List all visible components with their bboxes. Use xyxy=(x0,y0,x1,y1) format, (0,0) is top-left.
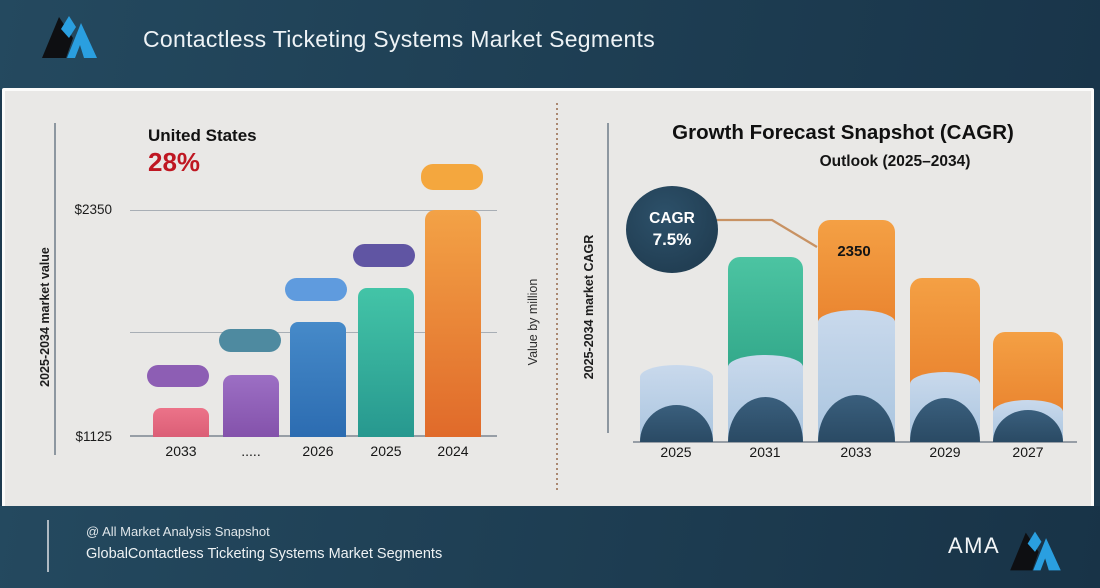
ama-logo-icon xyxy=(1010,531,1061,571)
footer-report-title: GlobalContactless Ticketing Systems Mark… xyxy=(86,546,443,562)
footer-divider xyxy=(47,520,49,572)
cagr-annotation-bubble: CAGR 7.5% xyxy=(626,186,718,273)
cagr-label: CAGR xyxy=(649,210,695,228)
ama-logo-icon xyxy=(42,16,97,58)
right-chart-subtitle: Outlook (2025–2034) xyxy=(819,153,971,170)
footer-band: @ All Market Analysis Snapshot GlobalCon… xyxy=(0,506,1100,588)
left-y-axis xyxy=(54,123,56,455)
footer-snapshot-text: @ All Market Analysis Snapshot xyxy=(86,524,270,539)
header-band: Contactless Ticketing Systems Market Seg… xyxy=(0,0,1100,90)
right-chart-title: Growth Forecast Snapshot (CAGR) xyxy=(672,121,1014,144)
right-y-axis xyxy=(607,123,609,433)
panel-divider xyxy=(556,103,558,492)
cagr-value: 7.5% xyxy=(652,229,692,249)
left-chart-title: United States xyxy=(148,126,257,145)
left-chart-highlight-value: 28% xyxy=(148,147,201,177)
right-x-axis xyxy=(633,441,1077,443)
bar-value-label: 2350 xyxy=(837,243,871,260)
footer-brand-text: AMA xyxy=(948,533,1001,558)
page-title: Contactless Ticketing Systems Market Seg… xyxy=(143,26,656,52)
